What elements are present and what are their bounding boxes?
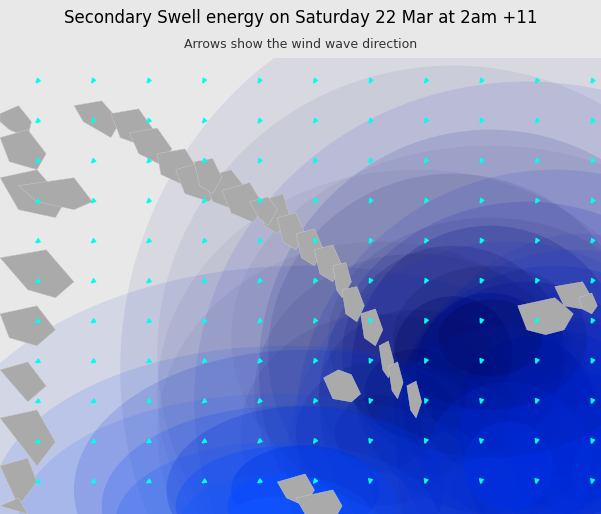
Text: Secondary Swell energy on Saturday 22 Mar at 2am +11: Secondary Swell energy on Saturday 22 Ma… [64,9,537,27]
Ellipse shape [438,299,542,376]
Ellipse shape [352,226,601,514]
Ellipse shape [115,442,439,514]
Polygon shape [0,306,55,346]
Ellipse shape [464,421,553,511]
Polygon shape [74,101,120,138]
Ellipse shape [460,338,594,466]
Polygon shape [407,381,422,418]
Polygon shape [0,105,31,138]
Ellipse shape [370,326,601,514]
Polygon shape [361,309,383,346]
Ellipse shape [319,201,601,514]
Ellipse shape [296,170,601,514]
Polygon shape [296,229,323,266]
Ellipse shape [120,0,601,514]
Ellipse shape [194,82,601,514]
Ellipse shape [546,413,601,503]
Polygon shape [342,287,364,322]
Ellipse shape [393,266,587,410]
Ellipse shape [287,242,601,514]
Ellipse shape [296,362,462,506]
Polygon shape [555,282,592,309]
Polygon shape [129,128,172,165]
Polygon shape [388,362,403,399]
Ellipse shape [175,446,398,514]
Ellipse shape [19,394,536,514]
Ellipse shape [416,293,564,447]
Ellipse shape [546,402,601,514]
Polygon shape [296,490,342,514]
Ellipse shape [328,218,601,458]
Ellipse shape [319,310,513,478]
Polygon shape [278,213,305,250]
Polygon shape [249,197,278,226]
Ellipse shape [268,174,601,514]
Polygon shape [0,410,55,466]
Polygon shape [111,109,153,145]
Ellipse shape [458,330,601,514]
Polygon shape [0,250,74,298]
Polygon shape [259,194,290,234]
Polygon shape [278,474,314,506]
Ellipse shape [402,282,601,514]
Ellipse shape [426,382,592,514]
Ellipse shape [504,370,601,514]
Ellipse shape [467,318,601,514]
Polygon shape [518,298,573,335]
Polygon shape [222,182,264,223]
Text: Arrows show the wind wave direction: Arrows show the wind wave direction [184,39,417,51]
Polygon shape [0,130,46,170]
Ellipse shape [503,375,601,477]
Ellipse shape [364,349,468,439]
Ellipse shape [453,282,601,514]
Ellipse shape [393,266,601,514]
Ellipse shape [335,395,424,472]
Ellipse shape [388,250,601,514]
Ellipse shape [342,246,564,462]
Ellipse shape [157,66,601,514]
Ellipse shape [225,497,329,514]
Polygon shape [323,370,361,402]
Ellipse shape [240,314,518,514]
Ellipse shape [102,406,472,514]
Ellipse shape [398,234,601,514]
Polygon shape [194,158,222,194]
Polygon shape [19,178,93,210]
Polygon shape [0,170,65,218]
Polygon shape [175,162,222,201]
Ellipse shape [259,130,601,514]
Ellipse shape [572,435,601,512]
Polygon shape [0,362,46,402]
Ellipse shape [74,350,536,514]
Ellipse shape [166,406,444,514]
Ellipse shape [231,445,379,514]
Polygon shape [579,293,597,314]
Ellipse shape [513,374,601,514]
Ellipse shape [508,354,601,514]
Ellipse shape [0,266,601,514]
Polygon shape [0,458,37,506]
Ellipse shape [254,254,578,514]
Polygon shape [157,149,198,186]
Ellipse shape [227,474,346,514]
Ellipse shape [458,322,601,514]
Polygon shape [203,170,249,210]
Polygon shape [0,498,28,514]
Ellipse shape [0,346,582,514]
Ellipse shape [180,474,374,514]
Ellipse shape [536,403,601,481]
Ellipse shape [394,296,512,412]
Polygon shape [333,263,352,298]
Polygon shape [314,245,342,282]
Polygon shape [379,341,394,378]
